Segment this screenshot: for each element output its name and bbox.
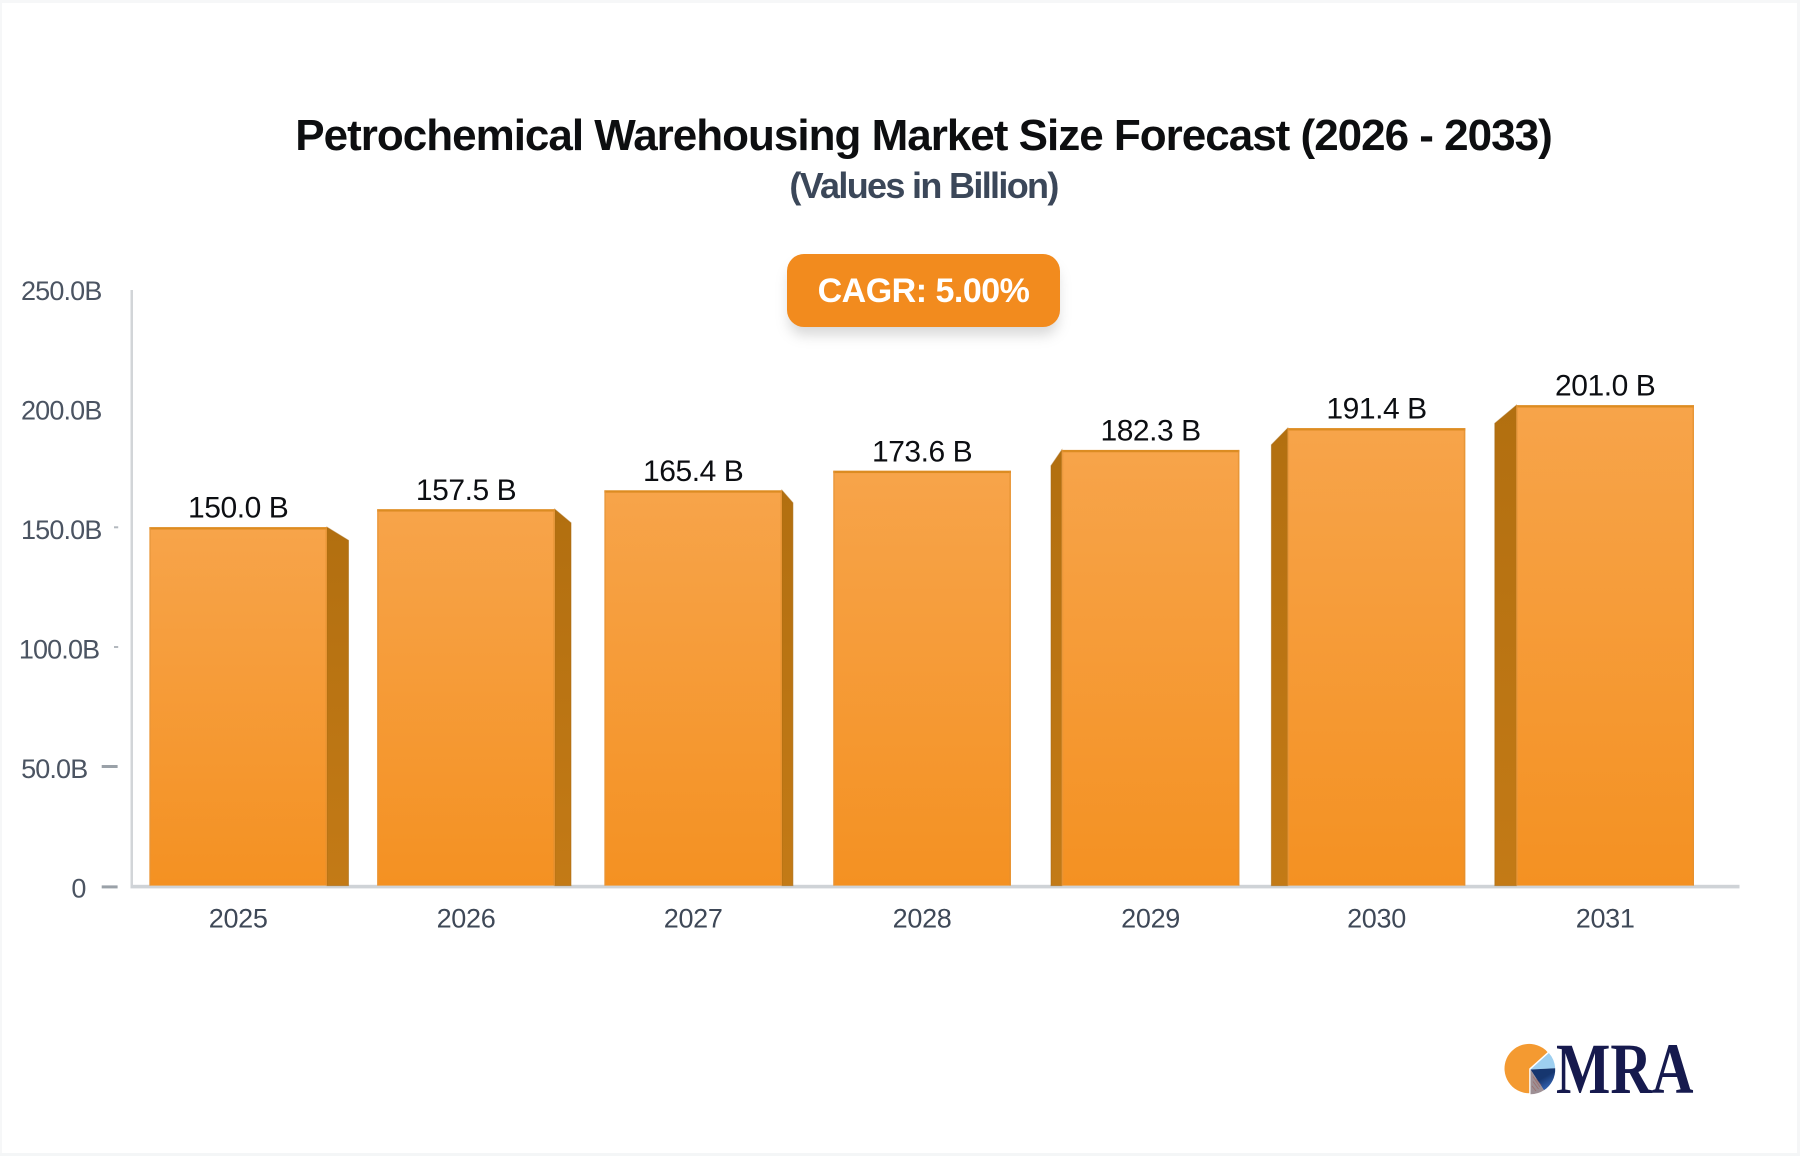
- svg-text:2029: 2029: [1121, 904, 1180, 934]
- svg-text:200.0B: 200.0B: [21, 396, 101, 426]
- svg-text:100.0B: 100.0B: [19, 634, 99, 664]
- svg-text:182.3 B: 182.3 B: [1100, 414, 1200, 447]
- svg-text:MRA: MRA: [1556, 1030, 1694, 1109]
- svg-text:165.4 B: 165.4 B: [643, 455, 743, 488]
- svg-text:157.5 B: 157.5 B: [416, 474, 516, 507]
- svg-text:2025: 2025: [209, 904, 268, 934]
- svg-text:50.0B: 50.0B: [21, 754, 87, 784]
- svg-text:201.0 B: 201.0 B: [1555, 370, 1655, 403]
- svg-text:191.4 B: 191.4 B: [1326, 393, 1426, 426]
- svg-text:2027: 2027: [664, 904, 723, 934]
- svg-text:2028: 2028: [893, 904, 952, 934]
- svg-text:2030: 2030: [1347, 904, 1406, 934]
- svg-text:250.0B: 250.0B: [21, 276, 101, 306]
- svg-text:150.0B: 150.0B: [21, 515, 101, 545]
- svg-text:2026: 2026: [437, 904, 496, 934]
- svg-text:0: 0: [71, 873, 85, 903]
- svg-text:150.0 B: 150.0 B: [188, 492, 288, 525]
- svg-text:2031: 2031: [1576, 904, 1635, 934]
- svg-text:173.6 B: 173.6 B: [872, 435, 972, 468]
